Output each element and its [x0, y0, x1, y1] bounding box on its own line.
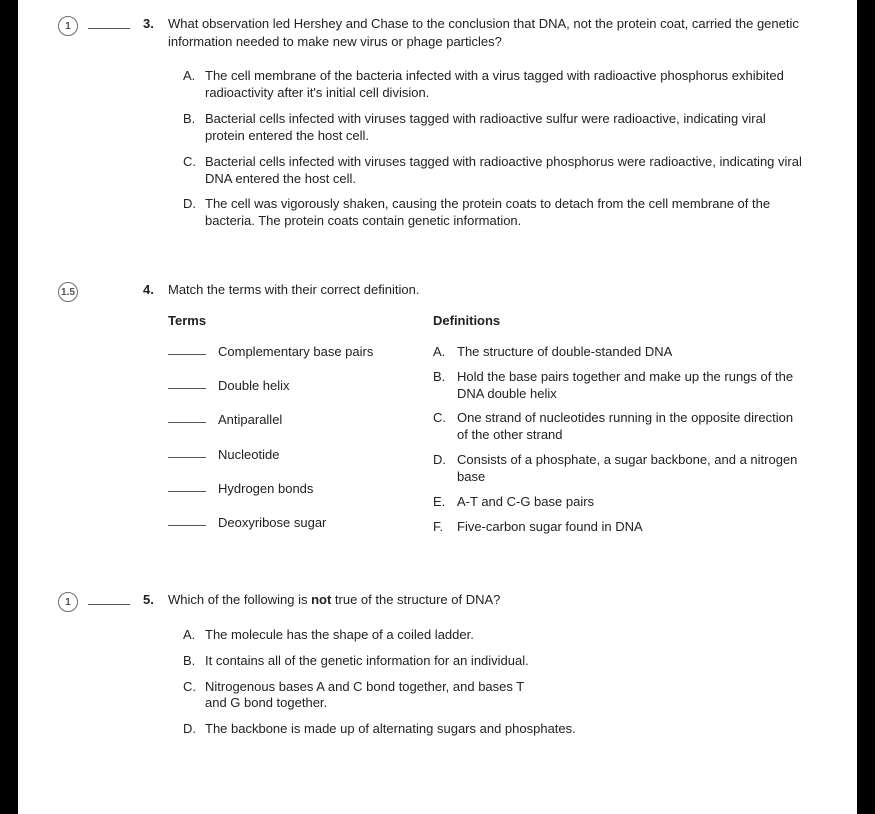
stem-bold: not — [311, 592, 331, 607]
term-row: Deoxyribose sugar — [168, 515, 403, 531]
question-5: 1 5. Which of the following is not true … — [48, 591, 802, 747]
choice-text: It contains all of the genetic informati… — [205, 653, 802, 670]
choice: D.The backbone is made up of alternating… — [183, 721, 802, 738]
term-row: Nucleotide — [168, 447, 403, 463]
answer-blank-q5[interactable] — [88, 593, 130, 605]
point-marker-q3: 1 — [58, 16, 78, 36]
choice: C.Bacterial cells infected with viruses … — [183, 154, 802, 188]
choice-letter: B. — [183, 653, 205, 670]
choice-letter: A. — [183, 627, 205, 644]
choice-text: Bacterial cells infected with viruses ta… — [205, 154, 802, 188]
choice-letter: D. — [183, 721, 205, 738]
term-blank[interactable] — [168, 481, 206, 492]
choice: A.The molecule has the shape of a coiled… — [183, 627, 802, 644]
term-row: Double helix — [168, 378, 403, 394]
choice-text: The backbone is made up of alternating s… — [205, 721, 802, 738]
definition-letter: B. — [433, 369, 457, 403]
definition-letter: D. — [433, 452, 457, 486]
definition-text: A-T and C-G base pairs — [457, 494, 802, 511]
definition-letter: C. — [433, 410, 457, 444]
definition-row: D.Consists of a phosphate, a sugar backb… — [433, 452, 802, 486]
definition-letter: F. — [433, 519, 457, 536]
term-blank[interactable] — [168, 515, 206, 526]
definition-row: C.One strand of nucleotides running in t… — [433, 410, 802, 444]
definition-row: F.Five-carbon sugar found in DNA — [433, 519, 802, 536]
definition-row: E.A-T and C-G base pairs — [433, 494, 802, 511]
term-text: Hydrogen bonds — [218, 481, 313, 497]
term-row: Antiparallel — [168, 412, 403, 428]
question-number: 5. — [143, 591, 168, 607]
choice-text: The molecule has the shape of a coiled l… — [205, 627, 802, 644]
term-text: Complementary base pairs — [218, 344, 373, 360]
term-text: Deoxyribose sugar — [218, 515, 326, 531]
definition-text: Hold the base pairs together and make up… — [457, 369, 802, 403]
term-text: Double helix — [218, 378, 290, 394]
terms-heading: Terms — [168, 313, 403, 328]
question-stem: Match the terms with their correct defin… — [168, 281, 802, 299]
choice-letter: C. — [183, 154, 205, 188]
choice-letter: D. — [183, 196, 205, 230]
definition-text: Five-carbon sugar found in DNA — [457, 519, 802, 536]
definition-letter: A. — [433, 344, 457, 361]
definition-text: One strand of nucleotides running in the… — [457, 410, 802, 444]
definition-row: B.Hold the base pairs together and make … — [433, 369, 802, 403]
question-number: 4. — [143, 281, 168, 297]
choice-letter: C. — [183, 679, 205, 713]
definition-letter: E. — [433, 494, 457, 511]
choice-text: Nitrogenous bases A and C bond together,… — [205, 679, 535, 713]
term-row: Complementary base pairs — [168, 344, 403, 360]
point-marker-q4: 1.5 — [58, 282, 78, 302]
definition-text: Consists of a phosphate, a sugar backbon… — [457, 452, 802, 486]
term-blank[interactable] — [168, 447, 206, 458]
stem-post: true of the structure of DNA? — [331, 592, 500, 607]
question-3: 1 3. What observation led Hershey and Ch… — [48, 15, 802, 239]
definition-row: A.The structure of double-standed DNA — [433, 344, 802, 361]
term-text: Nucleotide — [218, 447, 279, 463]
stem-pre: Which of the following is — [168, 592, 311, 607]
term-text: Antiparallel — [218, 412, 282, 428]
term-blank[interactable] — [168, 344, 206, 355]
choice-text: The cell was vigorously shaken, causing … — [205, 196, 802, 230]
term-row: Hydrogen bonds — [168, 481, 403, 497]
choice-text: Bacterial cells infected with viruses ta… — [205, 111, 802, 145]
definitions-heading: Definitions — [433, 313, 802, 328]
terms-column: Terms Complementary base pairs Double he… — [168, 313, 403, 550]
choice: D.The cell was vigorously shaken, causin… — [183, 196, 802, 230]
question-4: 1.5 4. Match the terms with their correc… — [48, 281, 802, 549]
definitions-column: Definitions A.The structure of double-st… — [433, 313, 802, 550]
choice-list-q3: A.The cell membrane of the bacteria infe… — [168, 68, 802, 230]
definition-text: The structure of double-standed DNA — [457, 344, 802, 361]
worksheet-page: 1 3. What observation led Hershey and Ch… — [18, 0, 857, 814]
choice: C.Nitrogenous bases A and C bond togethe… — [183, 679, 802, 713]
question-number: 3. — [143, 15, 168, 31]
question-stem: Which of the following is not true of th… — [168, 591, 802, 609]
choice-letter: B. — [183, 111, 205, 145]
choice-list-q5: A.The molecule has the shape of a coiled… — [168, 627, 802, 738]
choice-text: The cell membrane of the bacteria infect… — [205, 68, 802, 102]
choice-letter: A. — [183, 68, 205, 102]
choice: A.The cell membrane of the bacteria infe… — [183, 68, 802, 102]
choice: B.It contains all of the genetic informa… — [183, 653, 802, 670]
term-blank[interactable] — [168, 378, 206, 389]
answer-blank-q3[interactable] — [88, 17, 130, 29]
question-stem: What observation led Hershey and Chase t… — [168, 15, 802, 50]
choice: B.Bacterial cells infected with viruses … — [183, 111, 802, 145]
term-blank[interactable] — [168, 412, 206, 423]
point-marker-q5: 1 — [58, 592, 78, 612]
